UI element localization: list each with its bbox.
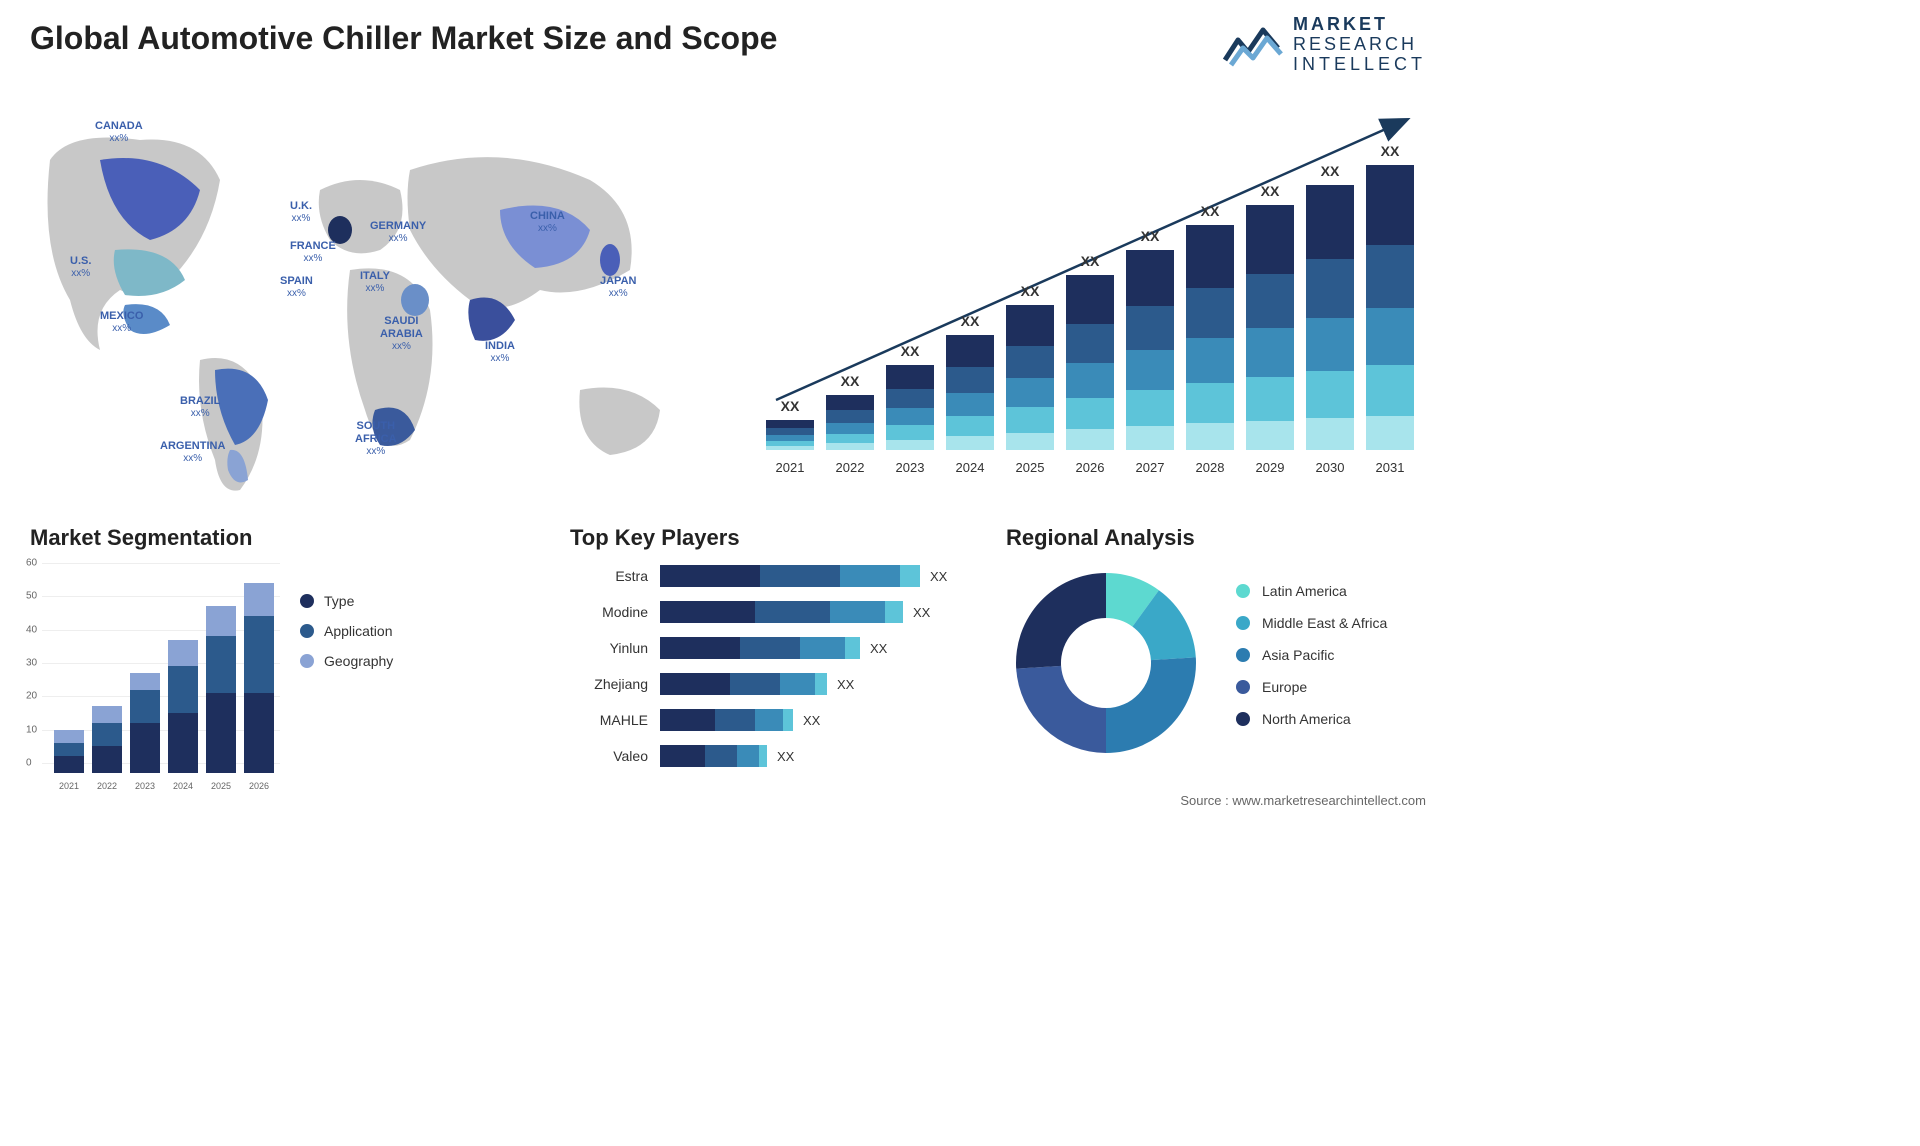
map-label-u-k-: U.K.xx% (290, 200, 312, 225)
map-label-india: INDIAxx% (485, 340, 515, 365)
players-title: Top Key Players (570, 525, 990, 551)
brand-logo: MARKET RESEARCH INTELLECT (1223, 15, 1426, 74)
seg-bar-2021 (54, 730, 84, 773)
regional-title: Regional Analysis (1006, 525, 1426, 551)
map-label-brazil: BRAZILxx% (180, 395, 220, 420)
top-key-players-section: Top Key Players EstraXX ModineXX YinlunXX Z… (570, 525, 990, 779)
source-attribution: Source : www.marketresearchintellect.com (1180, 793, 1426, 808)
player-row-mahle: MAHLEXX (570, 707, 990, 733)
main-x-label-2021: 2021 (766, 460, 814, 475)
map-label-japan: JAPANxx% (600, 275, 636, 300)
main-x-label-2027: 2027 (1126, 460, 1174, 475)
map-label-france: FRANCExx% (290, 240, 336, 265)
player-row-modine: ModineXX (570, 599, 990, 625)
main-bar-value-label: XX (1306, 163, 1354, 179)
map-label-canada: CANADAxx% (95, 120, 143, 145)
main-bar-value-label: XX (1126, 228, 1174, 244)
seg-legend-geography: Geography (300, 653, 393, 669)
player-row-yinlun: YinlunXX (570, 635, 990, 661)
main-x-label-2029: 2029 (1246, 460, 1294, 475)
main-bar-value-label: XX (946, 313, 994, 329)
main-bar-value-label: XX (1066, 253, 1114, 269)
main-x-label-2024: 2024 (946, 460, 994, 475)
map-label-u-s-: U.S.xx% (70, 255, 91, 280)
main-bar-value-label: XX (826, 373, 874, 389)
player-row-valeo: ValeoXX (570, 743, 990, 769)
segmentation-title: Market Segmentation (30, 525, 450, 551)
main-x-label-2026: 2026 (1066, 460, 1114, 475)
main-x-label-2022: 2022 (826, 460, 874, 475)
map-label-saudi-arabia: SAUDIARABIAxx% (380, 315, 423, 353)
main-bar-2028: XX (1186, 225, 1234, 450)
seg-bar-2025 (206, 606, 236, 773)
logo-line2: RESEARCH (1293, 35, 1426, 55)
regional-legend: Latin America Middle East & Africa Asia Pa… (1236, 583, 1387, 743)
donut-slice-asia-pacific (1106, 657, 1196, 753)
main-bar-value-label: XX (1246, 183, 1294, 199)
logo-line1: MARKET (1293, 15, 1426, 35)
main-bar-2023: XX (886, 365, 934, 450)
seg-legend-type: Type (300, 593, 393, 609)
page-title: Global Automotive Chiller Market Size an… (30, 20, 777, 57)
region-legend-middle-east-africa: Middle East & Africa (1236, 615, 1387, 631)
seg-legend-application: Application (300, 623, 393, 639)
main-x-label-2023: 2023 (886, 460, 934, 475)
seg-bar-2026 (244, 583, 274, 773)
main-x-label-2030: 2030 (1306, 460, 1354, 475)
main-bar-2022: XX (826, 395, 874, 450)
main-x-label-2031: 2031 (1366, 460, 1414, 475)
market-segmentation-section: Market Segmentation 01020304050602021202… (30, 525, 450, 793)
map-label-china: CHINAxx% (530, 210, 565, 235)
main-bar-value-label: XX (1366, 143, 1414, 159)
region-legend-latin-america: Latin America (1236, 583, 1387, 599)
logo-icon (1223, 20, 1283, 70)
map-label-south-africa: SOUTHAFRICAxx% (355, 420, 397, 458)
map-label-argentina: ARGENTINAxx% (160, 440, 225, 465)
players-list: EstraXX ModineXX YinlunXX ZhejiangXX MAHLEXX… (570, 563, 990, 769)
main-bar-2025: XX (1006, 305, 1054, 450)
region-legend-north-america: North America (1236, 711, 1387, 727)
map-label-germany: GERMANYxx% (370, 220, 426, 245)
donut-slice-north-america (1016, 573, 1106, 669)
regional-donut (1006, 563, 1206, 763)
main-bar-value-label: XX (1006, 283, 1054, 299)
main-x-label-2028: 2028 (1186, 460, 1234, 475)
map-label-spain: SPAINxx% (280, 275, 313, 300)
region-legend-europe: Europe (1236, 679, 1387, 695)
world-map: CANADAxx% U.S.xx% MEXICOxx% BRAZILxx% ARGENT… (20, 100, 720, 500)
seg-bar-2024 (168, 640, 198, 773)
player-row-estra: EstraXX (570, 563, 990, 589)
segmentation-legend: Type Application Geography (300, 593, 393, 683)
segmentation-chart: 0102030405060202120222023202420252026 (30, 563, 280, 793)
donut-slice-europe (1016, 666, 1106, 753)
map-label-italy: ITALYxx% (360, 270, 390, 295)
main-bar-value-label: XX (766, 398, 814, 414)
main-bar-2030: XX (1306, 185, 1354, 450)
main-bar-2027: XX (1126, 250, 1174, 450)
seg-bar-2023 (130, 673, 160, 773)
main-bar-value-label: XX (886, 343, 934, 359)
seg-bar-2022 (92, 706, 122, 773)
main-bar-2021: XX (766, 420, 814, 450)
map-label-mexico: MEXICOxx% (100, 310, 143, 335)
player-row-zhejiang: ZhejiangXX (570, 671, 990, 697)
main-bar-2029: XX (1246, 205, 1294, 450)
logo-line3: INTELLECT (1293, 55, 1426, 75)
main-bar-2031: XX (1366, 165, 1414, 450)
main-growth-chart: XX 2021 XX 2022 XX 2023 XX 2024 XX 2025 XX 2026 XX 20… (766, 100, 1426, 480)
region-legend-asia-pacific: Asia Pacific (1236, 647, 1387, 663)
regional-analysis-section: Regional Analysis Latin America Middle Ea… (1006, 525, 1426, 763)
main-bar-2026: XX (1066, 275, 1114, 450)
main-x-label-2025: 2025 (1006, 460, 1054, 475)
main-bar-2024: XX (946, 335, 994, 450)
main-bar-value-label: XX (1186, 203, 1234, 219)
